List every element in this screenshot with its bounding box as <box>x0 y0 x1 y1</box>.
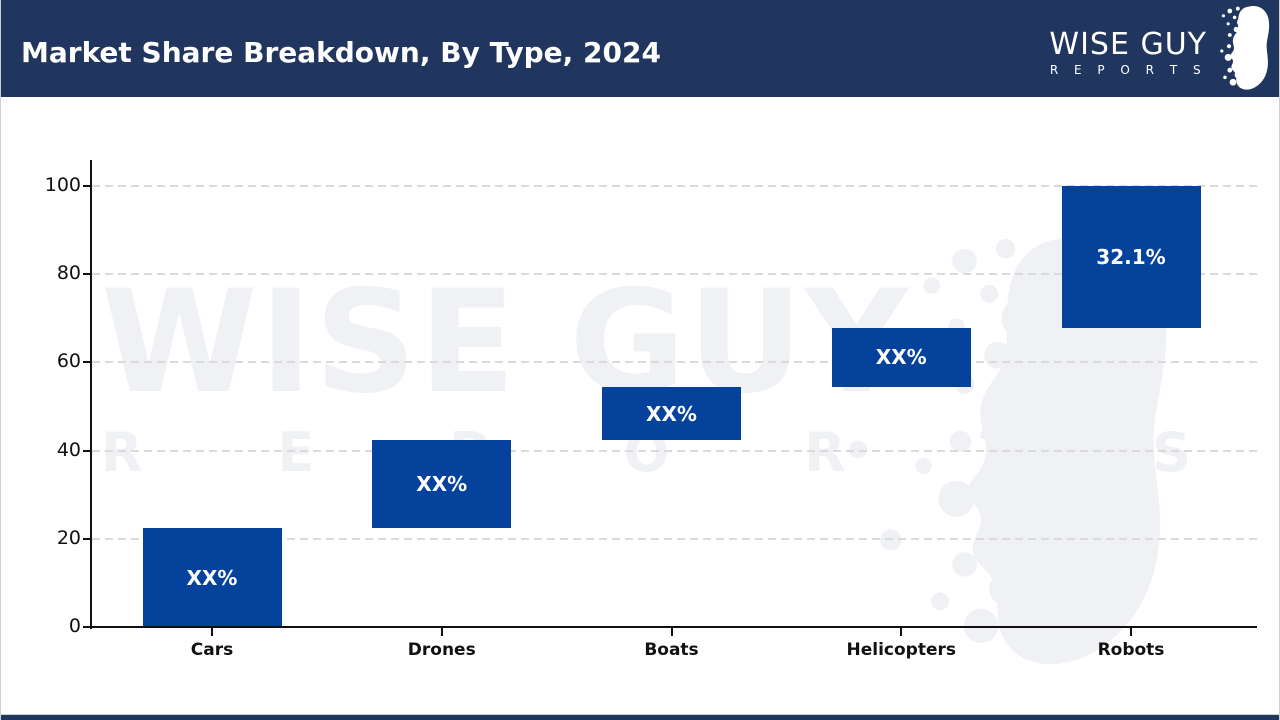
bar-value-label: XX% <box>875 345 927 370</box>
y-tick-mark <box>83 449 91 452</box>
logo-wordmark: WISE GUY R E P O R T S <box>1049 27 1207 77</box>
x-tick-mark <box>440 627 443 636</box>
y-tick-mark <box>83 537 91 540</box>
y-tick-label: 80 <box>56 262 81 285</box>
x-category-label: Helicopters <box>846 640 957 660</box>
y-tick-label: 60 <box>56 350 81 373</box>
bar: XX% <box>602 387 741 440</box>
x-tick-mark <box>1130 627 1132 636</box>
bar-value-label: XX% <box>186 565 238 590</box>
bar: XX% <box>142 528 282 627</box>
bar: XX% <box>831 327 971 388</box>
y-tick-label: 0 <box>68 615 81 637</box>
x-tick-mark <box>900 627 903 636</box>
bar: XX% <box>372 440 512 529</box>
y-tick-label: 100 <box>44 174 81 196</box>
y-tick-label: 40 <box>56 438 81 461</box>
bar-value-label: XX% <box>646 401 697 426</box>
y-tick-mark <box>83 361 91 364</box>
brand-logo: WISE GUY R E P O R T S <box>1049 4 1273 94</box>
x-axis-line <box>90 626 1257 628</box>
gridline <box>92 449 1257 452</box>
gridline <box>92 361 1257 364</box>
y-tick-mark <box>83 626 91 628</box>
footer-hairline <box>1 714 1279 715</box>
y-axis-line <box>90 160 92 629</box>
gridline <box>92 273 1257 276</box>
y-tick-mark <box>83 185 91 187</box>
page-title: Market Share Breakdown, By Type, 2024 <box>21 36 661 69</box>
x-tick-mark <box>211 627 213 636</box>
x-category-label: Cars <box>190 640 234 660</box>
logo-reports-text: R E P O R T S <box>1049 63 1207 77</box>
bar-value-label: 32.1% <box>1096 244 1166 269</box>
gridline <box>92 537 1257 540</box>
plot-area: 0 20 40 60 80 100 XX% XX% XX% XX% 32.1% Cars Drones B… <box>1 97 1279 713</box>
logo-wordmark-text: WISE GUY <box>1049 27 1207 62</box>
x-category-label: Boats <box>644 640 699 660</box>
x-tick-mark <box>670 627 673 636</box>
footer-bar <box>1 715 1279 720</box>
bar: 32.1% <box>1061 186 1201 328</box>
x-category-label: Drones <box>407 640 476 660</box>
header: Market Share Breakdown, By Type, 2024 WI… <box>1 0 1279 97</box>
y-tick-mark <box>83 273 91 276</box>
gridline <box>92 185 1257 187</box>
x-category-label: Robots <box>1097 640 1165 660</box>
dotted-face-icon <box>1193 3 1273 95</box>
bar-value-label: XX% <box>416 472 468 497</box>
y-tick-label: 20 <box>56 526 81 549</box>
